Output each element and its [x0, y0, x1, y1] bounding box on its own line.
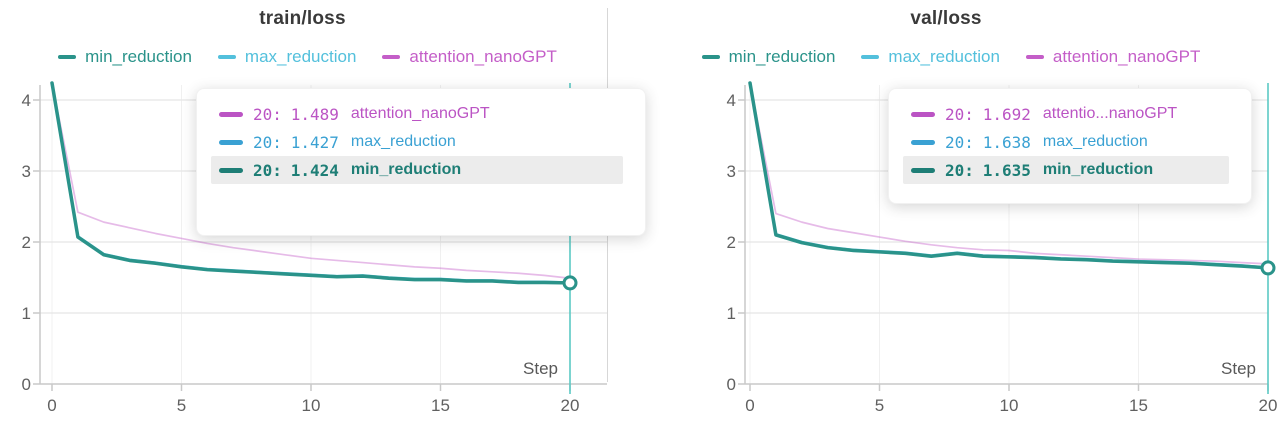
tooltip-run-name: max_reduction — [1042, 133, 1148, 150]
legend-label: attention_nanoGPT — [409, 47, 557, 66]
legend-item-attention-nanogpt[interactable]: attention_nanoGPT — [382, 47, 557, 67]
svg-text:Step: Step — [1221, 359, 1256, 378]
svg-text:15: 15 — [431, 396, 450, 415]
svg-text:2: 2 — [22, 233, 31, 252]
tooltip-row-min-reduction-highlighted: 20: 1.635 min_reduction — [903, 156, 1229, 184]
svg-text:10: 10 — [302, 396, 321, 415]
series-color-dash — [911, 111, 935, 117]
svg-text:20: 20 — [561, 396, 580, 415]
tooltip-row-attention-nanogpt: 20: 1.489 attention_nanoGPT — [211, 100, 623, 128]
tooltip-row-attention-nanogpt: 20: 1.692 attentio...nanoGPT — [903, 100, 1229, 128]
series-color-dash — [1025, 55, 1044, 59]
chart-title: val/loss — [910, 8, 982, 29]
chart-legend: min_reduction max_reduction attention_na… — [645, 47, 1257, 67]
tooltip-step-value: 20: 1.635 — [945, 160, 1031, 180]
tooltip-row-min-reduction-highlighted: 20: 1.424 min_reduction — [211, 156, 623, 184]
tooltip-run-name: max_reduction — [350, 133, 456, 150]
tooltip-step-value: 20: 1.692 — [945, 104, 1031, 124]
svg-text:5: 5 — [875, 396, 884, 415]
series-color-dash — [219, 167, 243, 173]
series-color-dash — [217, 55, 236, 59]
legend-label: min_reduction — [728, 47, 836, 66]
tooltip-row-max-reduction: 20: 1.638 max_reduction — [903, 128, 1229, 156]
legend-item-max-reduction[interactable]: max_reduction — [861, 47, 1000, 67]
hover-tooltip: 20: 1.692 attentio...nanoGPT 20: 1.638 max… — [888, 88, 1252, 204]
legend-label: max_reduction — [888, 47, 1000, 66]
svg-text:20: 20 — [1259, 396, 1278, 415]
tooltip-step-value: 20: 1.489 — [253, 104, 339, 124]
svg-text:15: 15 — [1129, 396, 1148, 415]
panel-train-loss: train/loss min_reduction max_reduction a… — [0, 8, 646, 415]
svg-text:1: 1 — [727, 304, 736, 323]
tooltip-run-name: min_reduction — [350, 161, 462, 178]
tooltip-step-value: 20: 1.427 — [253, 132, 339, 152]
tooltip-step-value: 20: 1.424 — [253, 160, 339, 180]
svg-text:Step: Step — [523, 359, 558, 378]
svg-text:0: 0 — [22, 375, 31, 394]
svg-text:3: 3 — [727, 162, 736, 181]
svg-text:3: 3 — [22, 162, 31, 181]
svg-text:5: 5 — [177, 396, 186, 415]
series-color-dash — [219, 111, 243, 117]
series-color-dash — [911, 167, 935, 173]
tooltip-run-name: attention_nanoGPT — [350, 105, 490, 122]
chart-legend: min_reduction max_reduction attention_na… — [0, 47, 615, 67]
series-color-dash — [911, 139, 935, 145]
series-color-dash — [701, 55, 720, 59]
svg-text:4: 4 — [22, 91, 31, 110]
svg-text:0: 0 — [47, 396, 56, 415]
legend-label: max_reduction — [244, 47, 357, 66]
legend-label: min_reduction — [85, 47, 192, 66]
legend-item-min-reduction[interactable]: min_reduction — [701, 47, 836, 67]
tooltip-run-name: attentio...nanoGPT — [1042, 105, 1178, 122]
hover-tooltip: 20: 1.489 attention_nanoGPT 20: 1.427 max_… — [196, 88, 646, 236]
tooltip-run-name: min_reduction — [1042, 161, 1154, 178]
series-color-dash — [382, 55, 401, 59]
legend-item-attention-nanogpt[interactable]: attention_nanoGPT — [1025, 47, 1201, 67]
svg-text:10: 10 — [1000, 396, 1019, 415]
svg-text:4: 4 — [727, 91, 736, 110]
legend-label: attention_nanoGPT — [1052, 47, 1201, 66]
legend-item-min-reduction[interactable]: min_reduction — [58, 47, 192, 67]
series-color-dash — [219, 139, 243, 145]
panel-val-loss: val/loss min_reduction max_reduction att… — [645, 0, 1287, 442]
series-color-dash — [861, 55, 880, 59]
tooltip-row-max-reduction: 20: 1.427 max_reduction — [211, 128, 623, 156]
legend-item-max-reduction[interactable]: max_reduction — [217, 47, 357, 67]
svg-text:0: 0 — [727, 375, 736, 394]
svg-text:0: 0 — [745, 396, 754, 415]
svg-text:2: 2 — [727, 233, 736, 252]
tooltip-step-value: 20: 1.638 — [945, 132, 1031, 152]
chart-title: train/loss — [259, 8, 346, 29]
svg-text:1: 1 — [22, 304, 31, 323]
series-color-dash — [58, 55, 77, 59]
